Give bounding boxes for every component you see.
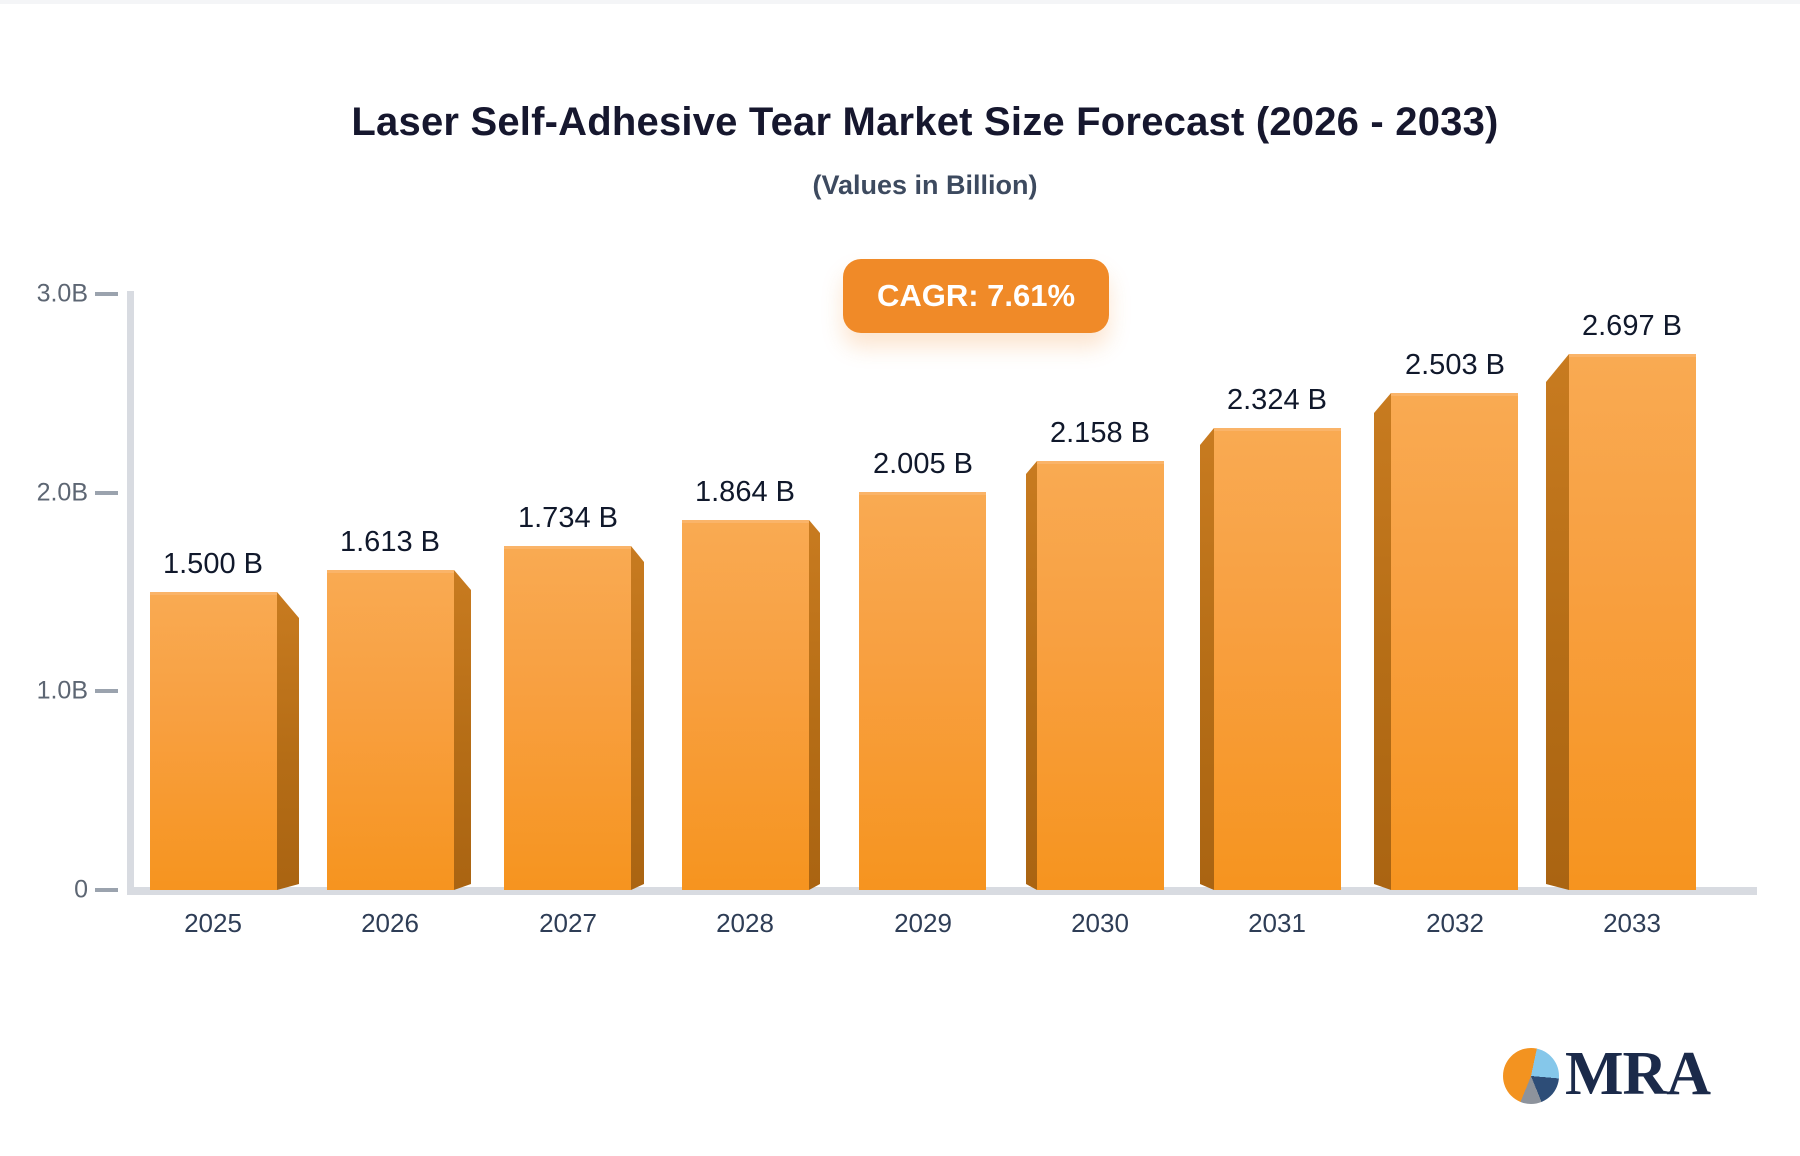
bar-side-face — [1546, 354, 1569, 890]
chart-subtitle: (Values in Billion) — [812, 170, 1038, 200]
x-axis-line — [127, 887, 1757, 895]
y-axis-tick-mark — [95, 888, 118, 892]
bar-2029 — [859, 492, 986, 890]
bar-value-label: 1.864 B — [695, 476, 795, 508]
x-axis-label: 2033 — [1603, 908, 1661, 938]
y-axis-tick-mark — [95, 689, 118, 694]
bar-value-label: 1.500 B — [163, 548, 263, 580]
y-axis-tick-label: 0 — [74, 875, 88, 904]
bar-value-label: 2.005 B — [873, 448, 973, 480]
cagr-badge: CAGR: 7.61% — [843, 259, 1109, 333]
x-axis-label: 2026 — [361, 908, 419, 938]
x-axis-label: 2029 — [894, 908, 952, 938]
brand-logo-text: MRA — [1565, 1040, 1711, 1108]
bar-value-label: 2.158 B — [1050, 417, 1150, 449]
pie-chart-logo-icon — [1503, 1048, 1559, 1104]
bar-2026 — [327, 570, 454, 890]
bar-2030 — [1037, 461, 1164, 890]
y-axis-tick-label: 1.0B — [36, 676, 88, 705]
bar-side-face — [631, 546, 644, 890]
bar-2033 — [1569, 354, 1696, 890]
bar-side-face — [1200, 428, 1214, 890]
plot-area: 3.0B 2.0B 1.0B 0 1.500 B 2025 1.613 B 2026 1.73… — [0, 4, 1800, 1156]
y-axis-tick-label: 3.0B — [36, 279, 88, 308]
bar-side-face — [454, 570, 471, 890]
x-axis-label: 2030 — [1071, 908, 1129, 938]
chart-title: Laser Self-Adhesive Tear Market Size For… — [351, 100, 1499, 144]
x-axis-label: 2025 — [184, 908, 242, 938]
y-axis-tick-mark — [95, 490, 118, 495]
bar-2025 — [150, 592, 277, 890]
bar-side-face — [277, 592, 299, 890]
bar-value-label: 1.734 B — [518, 502, 618, 534]
x-axis-label: 2032 — [1426, 908, 1484, 938]
bar-2028 — [682, 520, 809, 890]
bar-2027 — [504, 546, 631, 890]
x-axis-label: 2028 — [716, 908, 774, 938]
bar-value-label: 2.697 B — [1582, 310, 1682, 342]
bar-value-label: 1.613 B — [340, 526, 440, 558]
x-axis-label: 2031 — [1248, 908, 1306, 938]
y-axis-tick-mark — [95, 291, 118, 296]
x-axis-label: 2027 — [539, 908, 597, 938]
bar-2031 — [1214, 428, 1341, 890]
bar-value-label: 2.503 B — [1405, 349, 1505, 381]
bar-side-face — [1026, 461, 1037, 890]
bar-2032 — [1391, 393, 1518, 890]
y-axis-line — [127, 291, 134, 891]
bar-side-face — [1374, 393, 1391, 890]
y-axis-tick-label: 2.0B — [36, 478, 88, 507]
bar-value-label: 2.324 B — [1227, 384, 1327, 416]
bar-side-face — [809, 520, 820, 890]
